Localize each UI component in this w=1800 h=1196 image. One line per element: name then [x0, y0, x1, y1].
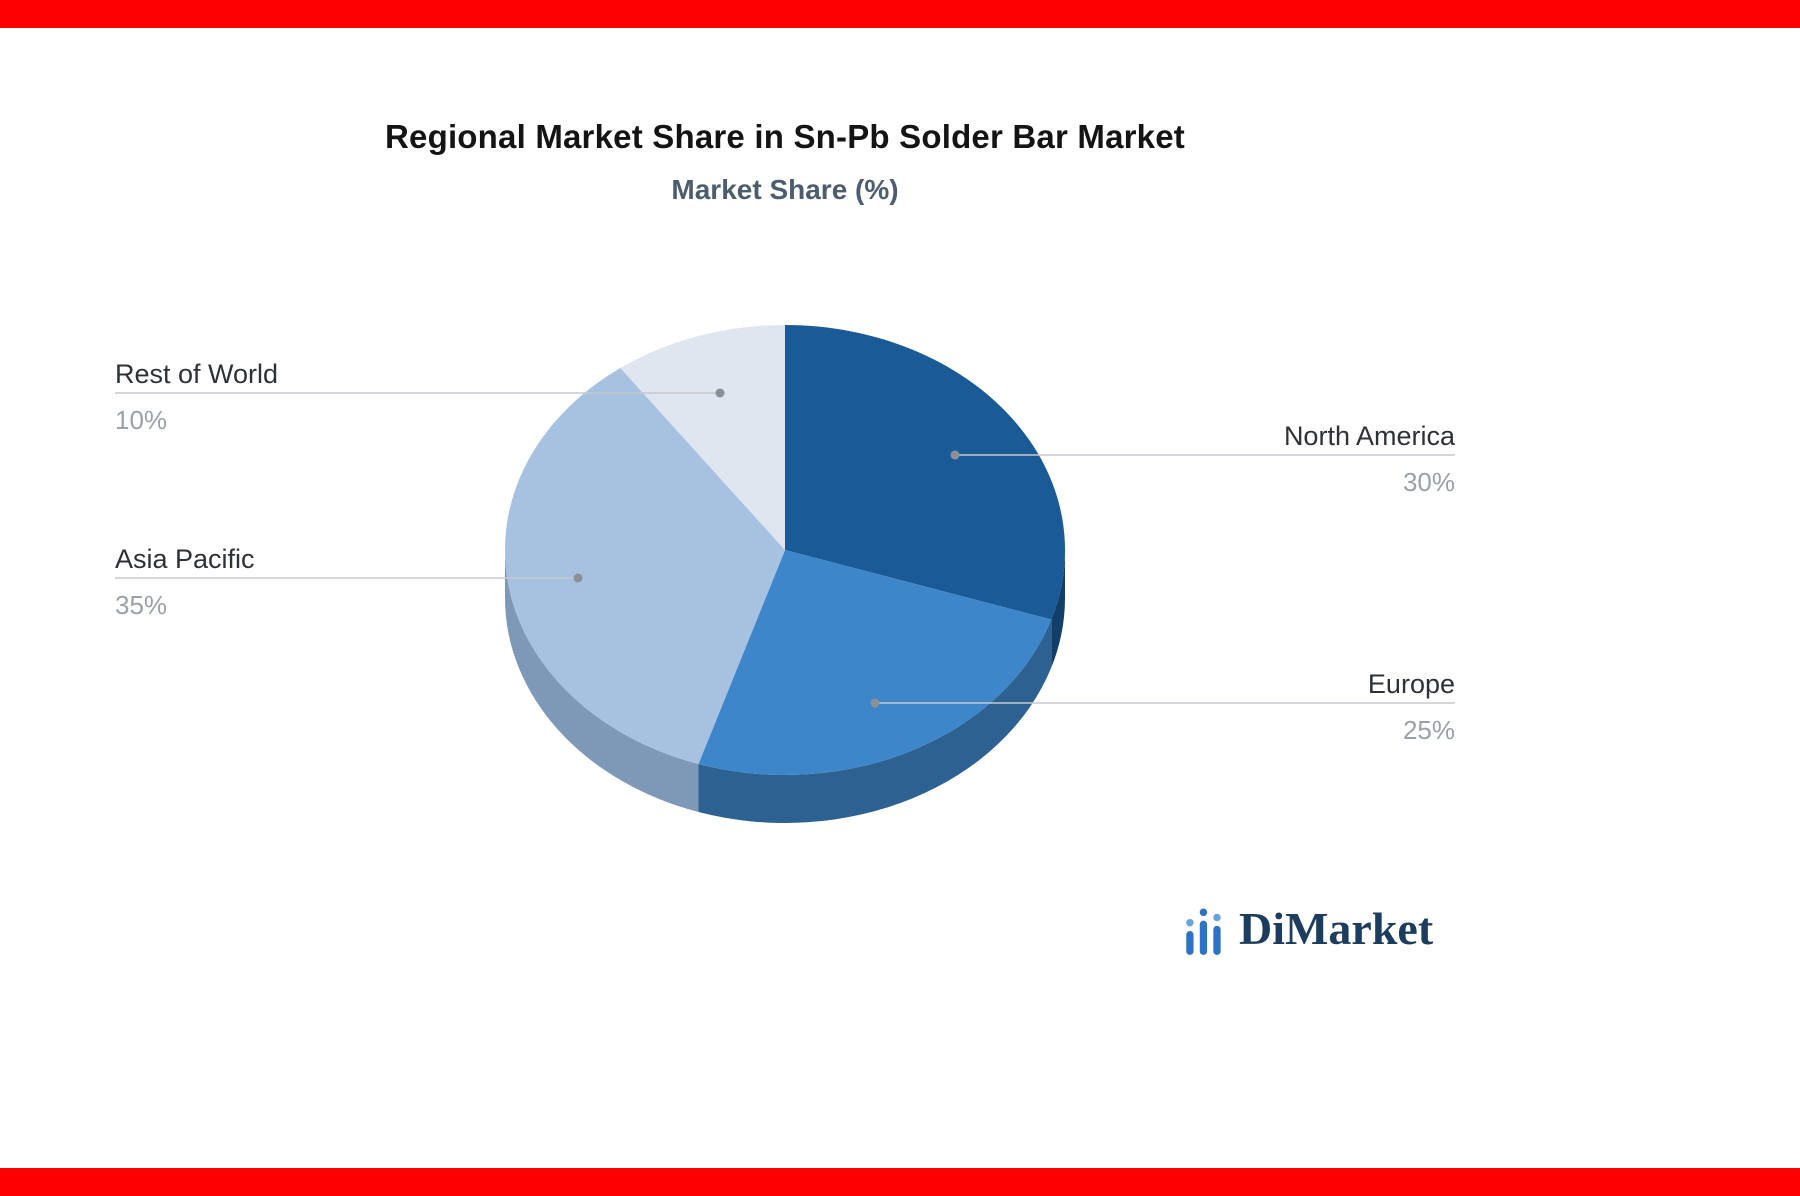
bottom-red-border: [0, 1168, 1800, 1196]
callout-percent: 25%: [1402, 715, 1455, 745]
bar-chart-logo-icon: [1186, 908, 1221, 955]
brand-logo-text: DiMarket: [1239, 903, 1434, 954]
callout-dot-asia-pacific: [573, 573, 583, 583]
pie-slice-north-america[interactable]: [785, 325, 1065, 620]
pie-depth-walls: [505, 550, 1065, 823]
pie-slice-asia-pacific[interactable]: [504, 367, 785, 764]
pie-slice-side-asia-pacific: [505, 550, 699, 812]
callout-rest-of-world: Rest of World 10%: [115, 357, 535, 435]
chart-subtitle: Market Share (%): [671, 174, 899, 205]
callout-leader-lines: [115, 388, 1455, 708]
pie-slice-europe[interactable]: [698, 550, 1052, 776]
top-red-border: [0, 0, 1800, 28]
callout-dot-north-america: [950, 450, 960, 460]
callout-asia-pacific: Asia Pacific 35%: [115, 542, 535, 620]
pie-slice-side-europe: [698, 619, 1052, 823]
brand-logo: DiMarket: [1185, 903, 1433, 955]
callout-europe: Europe 25%: [1035, 667, 1455, 745]
callout-north-america: North America 30%: [1035, 419, 1455, 497]
callout-label: Europe: [1367, 669, 1455, 699]
callout-label: North America: [1283, 421, 1455, 451]
callout-label: Rest of World: [115, 359, 279, 389]
callout-dot-europe: [870, 698, 880, 708]
callout-percent: 30%: [1402, 467, 1455, 497]
callout-dot-rest-of-world: [715, 388, 725, 398]
pie-slice-side-north-america: [1051, 550, 1065, 668]
pie-slice-rest-of-world[interactable]: [620, 325, 785, 550]
pie-top-faces: [504, 325, 1065, 776]
callout-percent: 35%: [115, 590, 168, 620]
callout-percent: 10%: [115, 405, 168, 435]
chart-header: Regional Market Share in Sn-Pb Solder Ba…: [0, 118, 1570, 206]
callout-label: Asia Pacific: [115, 544, 255, 574]
chart-title: Regional Market Share in Sn-Pb Solder Ba…: [385, 118, 1185, 155]
